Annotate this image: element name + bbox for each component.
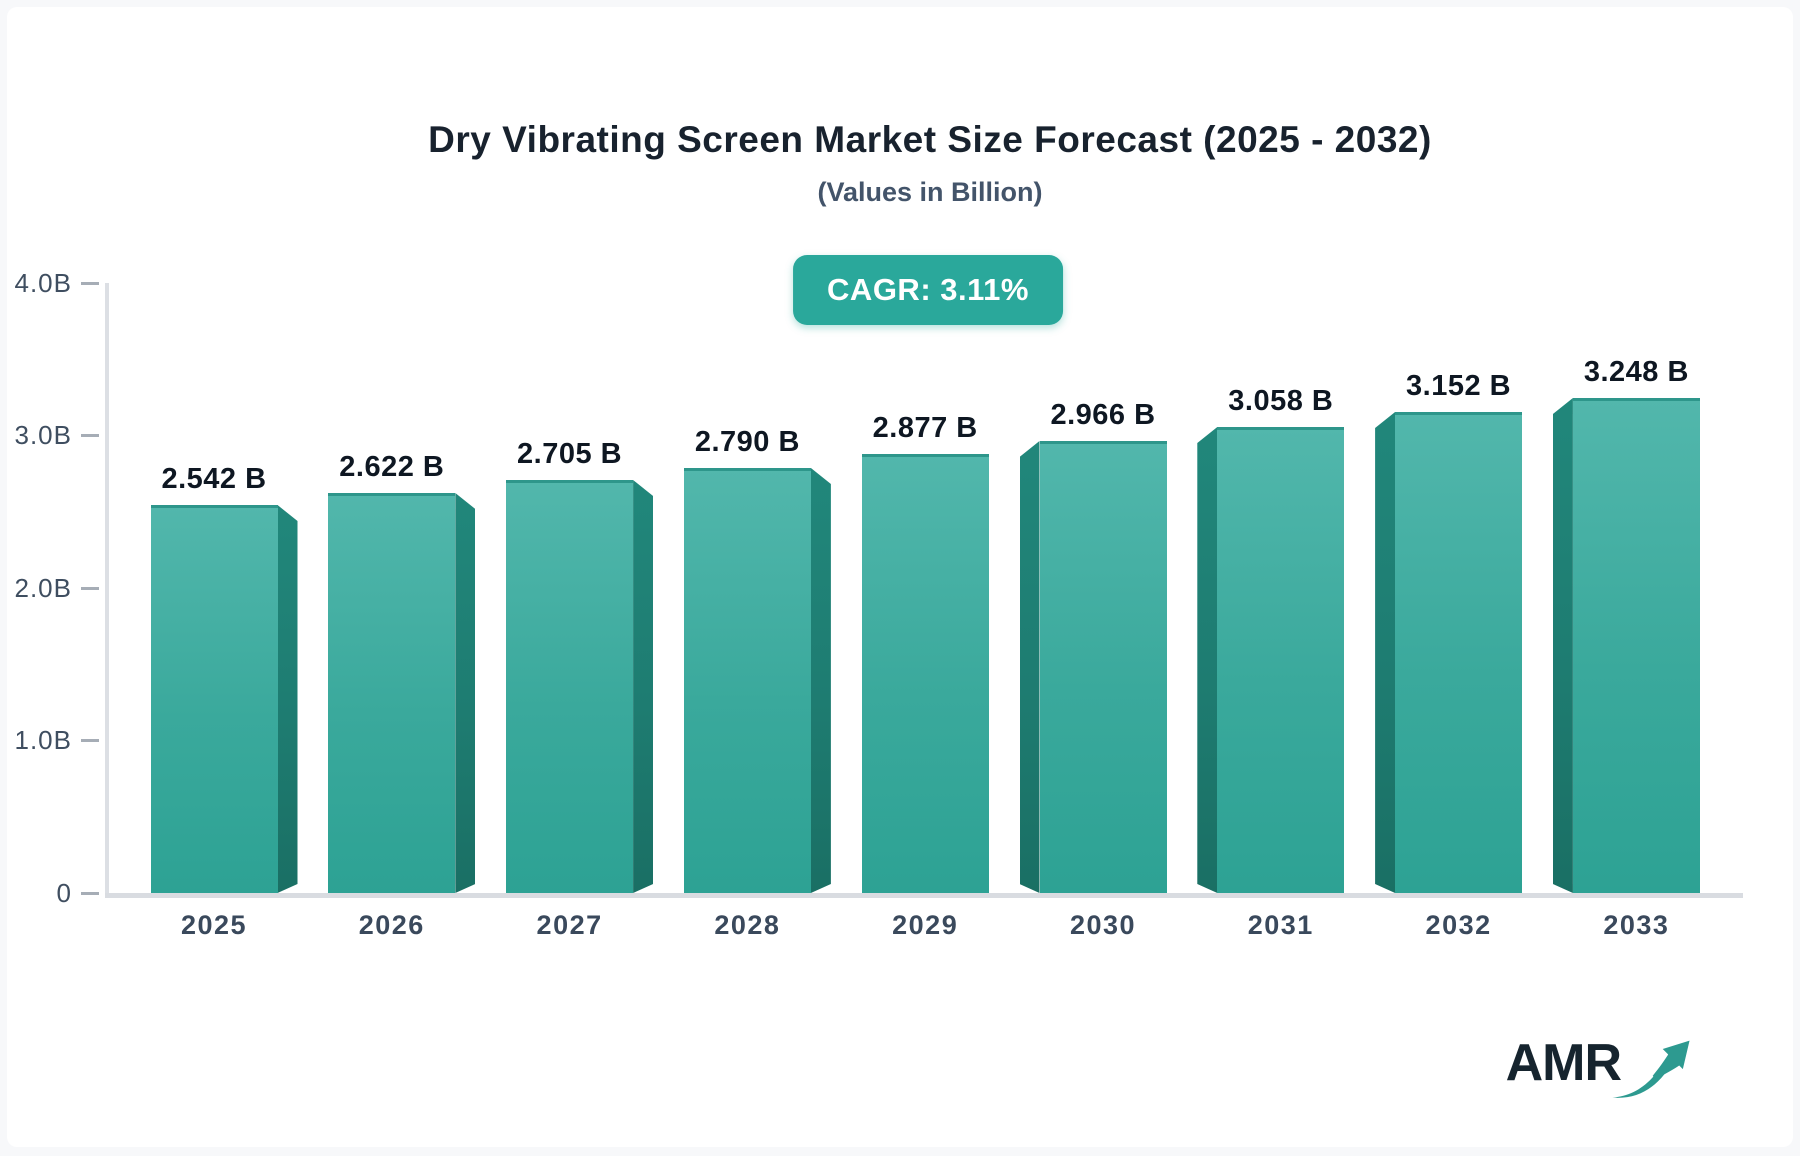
y-tick: 3.0B [1, 420, 99, 451]
x-axis-label-2028: 2028 [714, 910, 781, 940]
y-tick: 1.0B [1, 725, 99, 756]
bar-side-face [1375, 412, 1395, 893]
cagr-badge: CAGR: 3.11% [793, 255, 1063, 325]
chart-title: Dry Vibrating Screen Market Size Forecas… [428, 119, 1432, 160]
y-tick-label: 0 [56, 877, 72, 908]
bar-2027: 2.705 B [506, 438, 633, 893]
x-axis-label-2026: 2026 [358, 910, 425, 940]
x-axis-label-2027: 2027 [536, 910, 603, 940]
amr-logo-text: AMR [1505, 1034, 1622, 1092]
y-tick-dash [81, 891, 99, 895]
cagr-badge-label: CAGR: 3.11% [827, 272, 1029, 307]
y-tick-dash [81, 739, 99, 742]
bar-value-label: 3.152 B [1406, 370, 1512, 402]
bar-2032: 3.152 B [1395, 370, 1523, 893]
bar-side-face [1020, 441, 1040, 893]
y-tick: 4.0B [1, 268, 99, 298]
y-tick-label: 2.0B [14, 572, 72, 603]
bar-side-face [811, 468, 831, 893]
bar-side-face [633, 480, 653, 893]
chart-card: Dry Vibrating Screen Market Size Forecas… [7, 7, 1793, 1147]
x-axis-label-2025: 2025 [180, 910, 248, 940]
y-tick: 0 [1, 878, 99, 908]
bar-2033: 3.248 B [1573, 356, 1700, 893]
y-tick-label: 4.0B [14, 267, 72, 298]
bar-side-face [278, 505, 298, 893]
chart-subtitle: (Values in Billion) [817, 177, 1043, 207]
plot-area: 4.0B 3.0B 2.0B 1.0B 0 2.542 B 2025 2.622 B 2026… [15, 268, 1743, 940]
amr-logo: AMR [1506, 1037, 1693, 1101]
bar-value-label: 2.790 B [694, 426, 800, 458]
bar-value-label: 3.248 B [1583, 356, 1689, 388]
bar-value-label: 2.966 B [1050, 399, 1156, 431]
bar-value-label: 2.622 B [339, 451, 445, 483]
x-axis-baseline [105, 893, 1743, 898]
y-tick-label: 3.0B [14, 420, 72, 450]
y-axis-line [105, 283, 109, 898]
y-tick-dash [81, 281, 99, 285]
x-axis-label-2033: 2033 [1603, 910, 1670, 940]
y-tick-dash [81, 434, 99, 437]
bar-side-face [1197, 427, 1217, 893]
bar-2025: 2.542 B [150, 463, 278, 893]
bar-value-label: 2.877 B [872, 412, 978, 444]
bar-side-face [455, 493, 475, 893]
amr-growth-arrow-icon [1612, 1040, 1690, 1098]
y-tick-dash [81, 586, 99, 590]
bar-value-label: 3.058 B [1228, 385, 1334, 417]
y-tick-label: 1.0B [14, 725, 72, 755]
bar-2031: 3.058 B [1217, 385, 1345, 893]
bar-2029: 2.877 B [861, 412, 989, 893]
bar-2030: 2.966 B [1040, 399, 1167, 893]
y-tick: 2.0B [1, 573, 99, 603]
bar-2026: 2.622 B [328, 451, 455, 893]
bar-value-label: 2.705 B [517, 438, 623, 470]
bar-value-label: 2.542 B [161, 463, 267, 495]
bar-2028: 2.790 B [683, 426, 811, 893]
x-axis-label-2032: 2032 [1425, 910, 1492, 940]
x-axis-label-2029: 2029 [892, 910, 959, 940]
x-axis-label-2030: 2030 [1069, 910, 1137, 940]
bar-side-face [1553, 398, 1573, 893]
x-axis-label-2031: 2031 [1247, 910, 1314, 940]
